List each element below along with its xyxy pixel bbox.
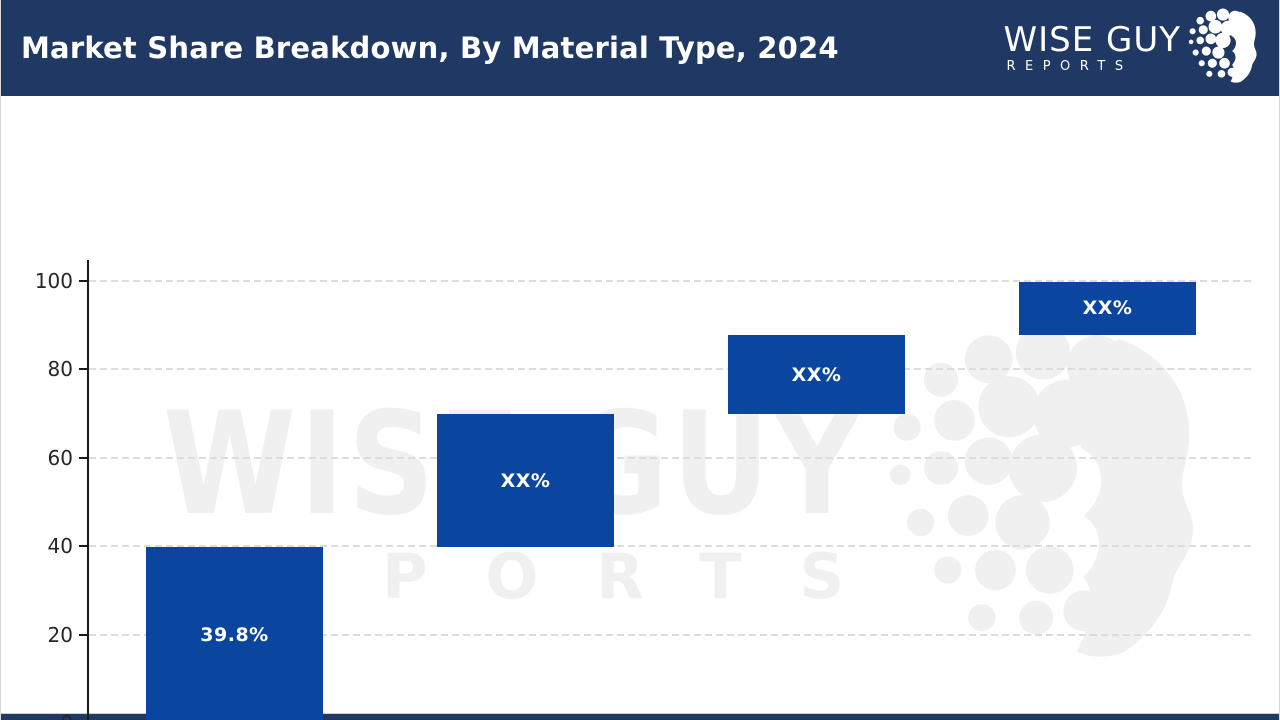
plot-region: WISE GUY REPORTS 02040608010039.8%Alumin… bbox=[1, 96, 1279, 720]
bar-composite: XX% bbox=[1019, 281, 1196, 335]
y-tick-mark bbox=[79, 279, 87, 282]
grid-line bbox=[89, 368, 1253, 371]
plot-area: 02040608010039.8%AluminumXX%GlassXX%Stee… bbox=[35, 260, 1253, 720]
y-tick-mark bbox=[79, 633, 87, 636]
chart-title: Market Share Breakdown, By Material Type… bbox=[21, 31, 839, 65]
logo-text-line1: WISE GUY bbox=[1003, 20, 1181, 60]
header-bar: Market Share Breakdown, By Material Type… bbox=[1, 0, 1279, 96]
logo-text: WISE GUY REPORTS bbox=[1003, 23, 1181, 73]
logo-text-line2: REPORTS bbox=[1006, 59, 1133, 74]
y-tick-label: 100 bbox=[34, 268, 73, 293]
grid-line bbox=[89, 545, 1253, 548]
y-tick-label: 60 bbox=[47, 445, 73, 470]
grid-line bbox=[89, 279, 1253, 282]
bar-value-label: XX% bbox=[791, 363, 842, 386]
bar-steel: XX% bbox=[728, 334, 905, 415]
grid-line bbox=[89, 456, 1253, 459]
bar-value-label: XX% bbox=[1082, 297, 1133, 320]
bar-value-label: XX% bbox=[500, 469, 551, 492]
grid-line bbox=[89, 633, 1253, 636]
y-tick-mark bbox=[79, 368, 87, 371]
bar-aluminum: 39.8% bbox=[146, 546, 323, 720]
y-tick-mark bbox=[79, 545, 87, 548]
dot-head-profile-icon bbox=[1188, 8, 1257, 83]
bar-value-label: 39.8% bbox=[200, 623, 269, 646]
wise-guy-logo: WISE GUY REPORTS bbox=[1003, 8, 1261, 88]
y-tick-mark bbox=[79, 456, 87, 459]
watermark-dot-head-icon bbox=[890, 325, 1194, 657]
y-tick-label: 0 bbox=[9, 711, 73, 720]
y-tick-label: 80 bbox=[47, 357, 73, 382]
y-tick-label: 40 bbox=[47, 534, 73, 559]
bar-glass: XX% bbox=[437, 414, 614, 547]
bottom-accent-bar bbox=[1, 714, 1279, 720]
y-axis-line bbox=[87, 260, 89, 720]
y-tick-label: 20 bbox=[47, 622, 73, 647]
